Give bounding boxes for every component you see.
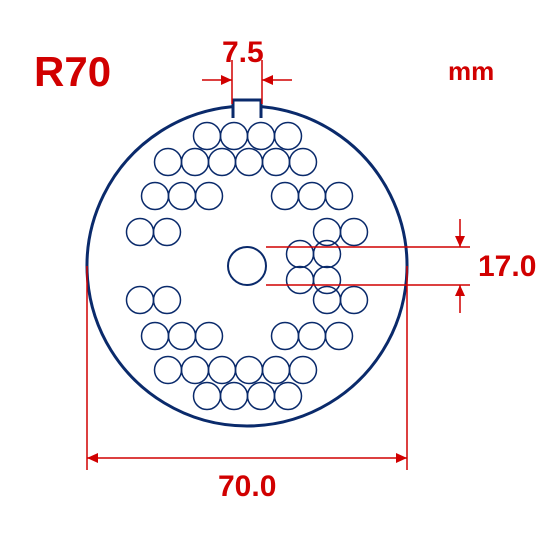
model-label: R70 xyxy=(34,48,111,96)
center-hole-diameter-label: 17.0 xyxy=(478,250,536,284)
outer-diameter-label: 70.0 xyxy=(218,470,276,504)
notch-width-label: 7.5 xyxy=(222,36,264,70)
unit-label: mm xyxy=(448,56,494,87)
